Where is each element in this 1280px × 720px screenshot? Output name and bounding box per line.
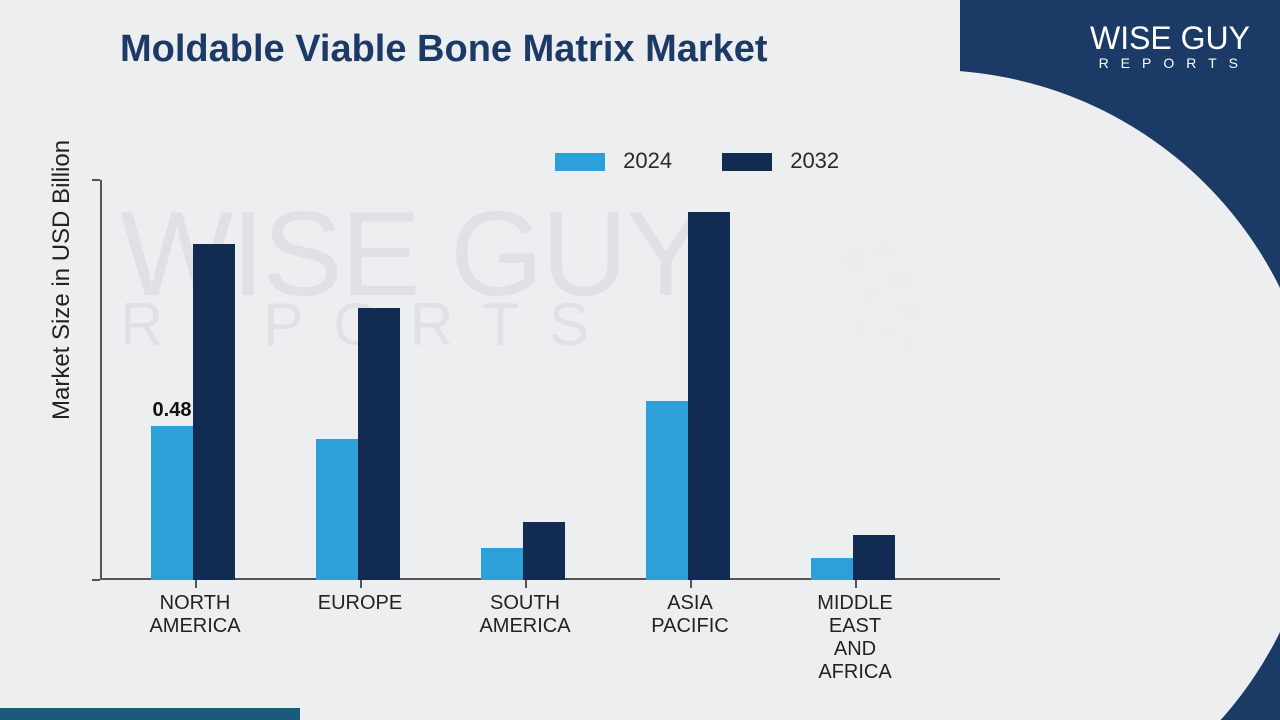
category-label: ASIAPACIFIC: [620, 592, 760, 638]
bar: [688, 212, 730, 580]
brand-line2: REPORTS: [1090, 55, 1250, 71]
category-label: NORTHAMERICA: [125, 592, 265, 638]
bar-group: [805, 180, 905, 580]
category-label: MIDDLEEASTANDAFRICA: [785, 592, 925, 684]
legend-item-2032: 2032: [722, 148, 839, 174]
brand-line1: WISE GUY: [1090, 20, 1250, 57]
bar: [151, 426, 193, 580]
x-tick: [690, 580, 692, 588]
y-axis-label: Market Size in USD Billion: [48, 140, 76, 420]
plot: 0.48: [100, 180, 1000, 580]
bar-group: [475, 180, 575, 580]
y-tick: [92, 579, 100, 581]
y-axis: [100, 180, 102, 580]
legend: 2024 2032: [555, 148, 839, 174]
x-tick: [360, 580, 362, 588]
x-tick: [195, 580, 197, 588]
legend-label-2024: 2024: [623, 148, 672, 173]
chart-area: 0.48: [100, 180, 1000, 580]
legend-swatch-2024: [555, 153, 605, 171]
y-tick: [92, 179, 100, 181]
brand-logo: WISE GUY REPORTS: [1090, 20, 1250, 71]
legend-swatch-2032: [722, 153, 772, 171]
bar: [358, 308, 400, 580]
bar-group: [640, 180, 740, 580]
bar: [481, 548, 523, 580]
chart-title: Moldable Viable Bone Matrix Market: [120, 28, 768, 71]
bar: [316, 439, 358, 580]
bar: [646, 401, 688, 580]
bar: [811, 558, 853, 580]
bottom-accent-bar: [0, 708, 300, 720]
x-tick: [525, 580, 527, 588]
bar-group: [310, 180, 410, 580]
legend-label-2032: 2032: [790, 148, 839, 173]
x-tick: [855, 580, 857, 588]
legend-item-2024: 2024: [555, 148, 672, 174]
stage: WISE GUY REPORTS Moldable Viable Bone Ma…: [0, 0, 1280, 720]
category-label: EUROPE: [290, 592, 430, 615]
bar: [523, 522, 565, 580]
bar: [853, 535, 895, 580]
bar-group: [145, 180, 245, 580]
category-label: SOUTHAMERICA: [455, 592, 595, 638]
value-label: 0.48: [142, 399, 202, 422]
